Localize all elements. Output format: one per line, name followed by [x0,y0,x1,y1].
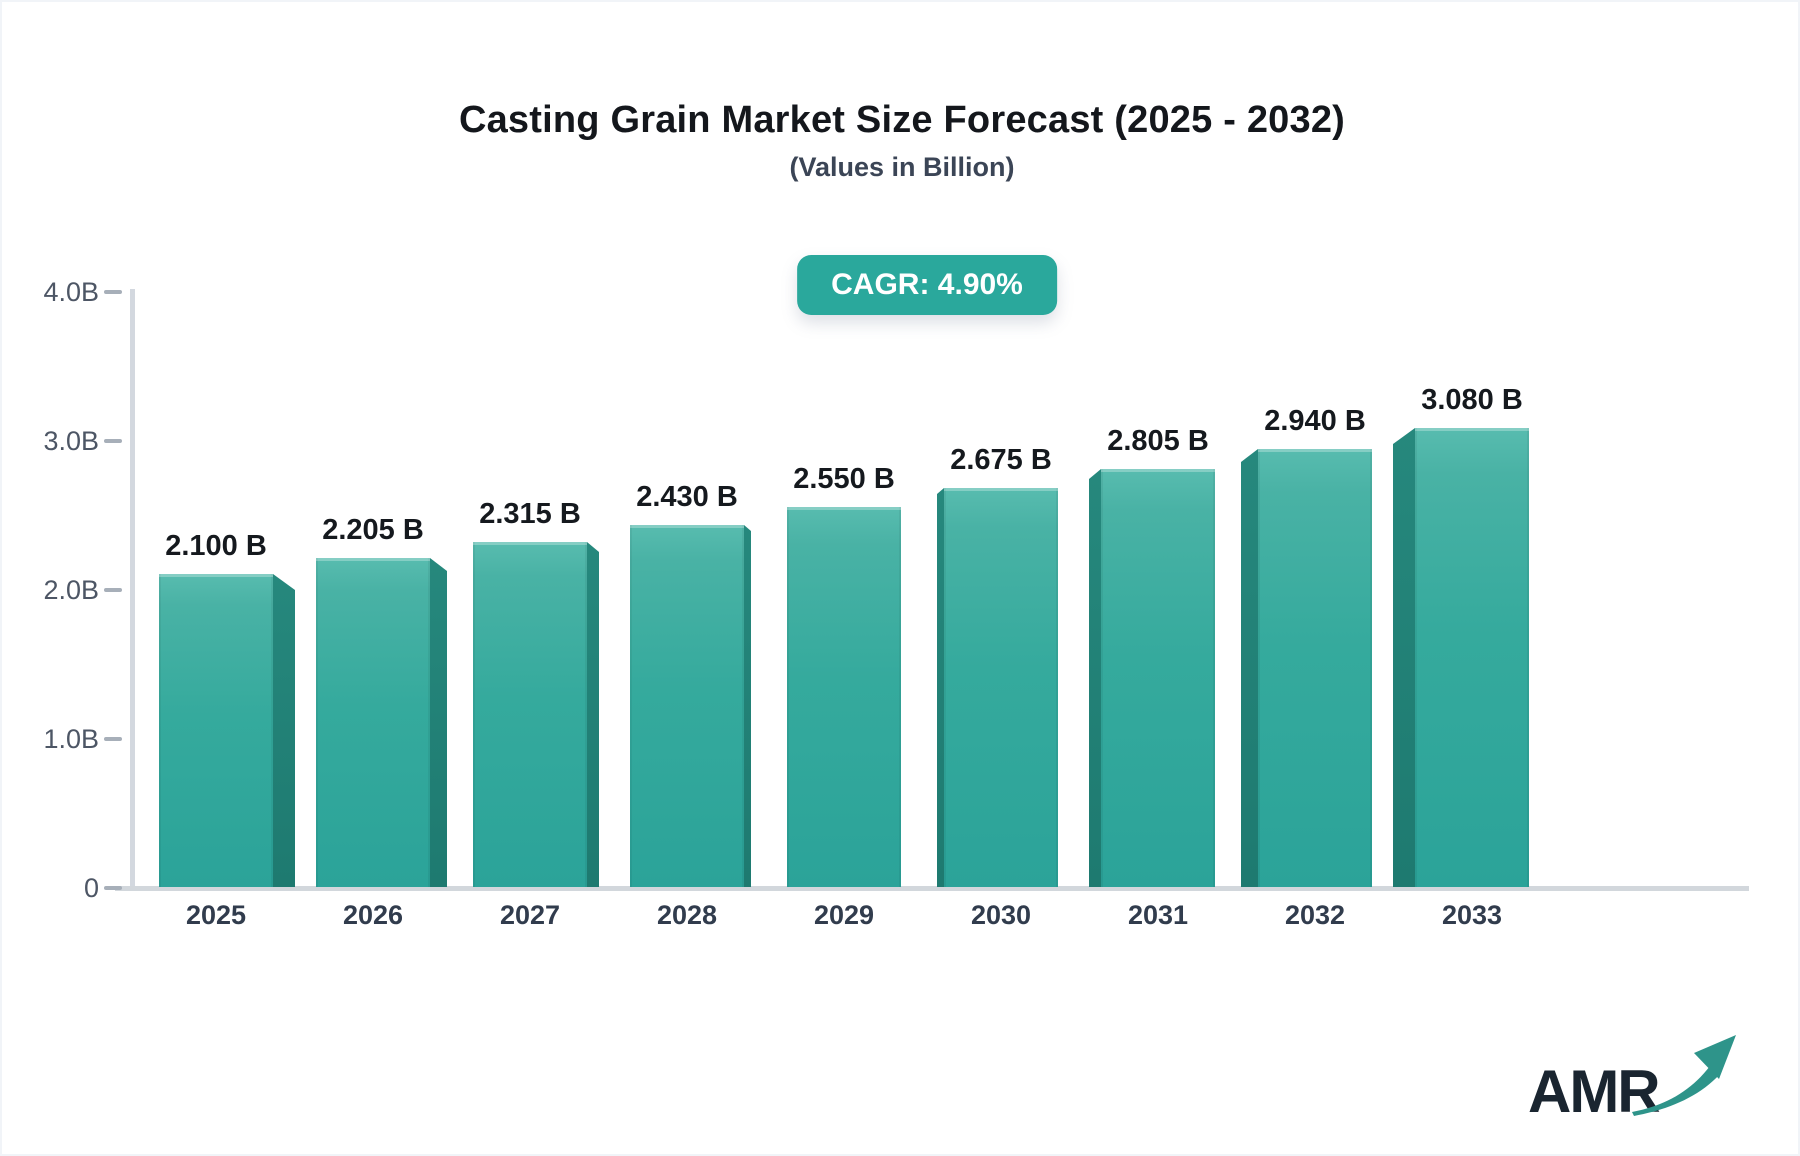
bar-value-label: 2.675 B [950,444,1052,476]
y-tick-label: 2.0B [43,575,99,605]
bar-value-label: 3.080 B [1421,384,1523,416]
y-tick-label: 0 [83,873,99,903]
bar-value-label: 2.805 B [1107,425,1209,457]
y-tick-label: 4.0B [43,277,99,307]
bar-value-label: 2.940 B [1264,405,1366,437]
bar-front-face [159,574,273,887]
bar-group [1089,469,1215,887]
bar-side-face [587,542,599,887]
bar-value-label: 2.430 B [636,481,738,513]
x-tick-label: 2027 [499,900,561,930]
y-tick-dash [104,290,122,294]
chart-title: Casting Grain Market Size Forecast (2025… [458,99,1346,141]
bar-group [787,507,901,887]
y-axis-line [130,289,135,890]
x-tick-label: 2032 [1284,900,1346,930]
growth-arrow-icon [1631,1035,1736,1116]
brand-logo: AMR [1528,1032,1741,1122]
y-tick-dash [104,737,122,741]
x-tick-label: 2031 [1127,900,1189,930]
y-tick-label: 3.0B [43,426,99,456]
bar-front-face [316,558,430,887]
y-tick-label: 1.0B [43,724,99,754]
bar-side-face [937,488,944,887]
bar-group [1241,449,1372,887]
bar-value-label: 2.205 B [322,514,424,546]
bar-group [1393,428,1529,887]
bar-front-face [1101,469,1215,887]
bar-side-face [430,558,447,887]
y-tick-dash [104,588,122,592]
bar-value-label: 2.100 B [165,530,267,562]
x-tick-label: 2030 [970,900,1032,930]
bar-side-face [273,574,295,887]
bar-side-face [1089,469,1101,887]
bar-front-face [630,525,744,887]
x-tick-label: 2028 [656,900,718,930]
bar-group [630,525,751,887]
y-tick-dash [104,439,122,443]
bar-front-face [787,507,901,887]
x-tick-label: 2025 [185,900,247,930]
bar-group [473,542,599,887]
bar-value-label: 2.550 B [793,463,895,495]
y-tick-dash [104,886,122,890]
bar-side-face [1241,449,1258,887]
bar-side-face [744,525,751,887]
bar-group [937,488,1058,887]
x-tick-label: 2033 [1441,900,1503,930]
x-tick-label: 2029 [813,900,875,930]
bar-front-face [1258,449,1372,887]
bar-front-face [473,542,587,887]
bar-front-face [944,488,1058,887]
bar-value-label: 2.315 B [479,498,581,530]
bar-side-face [1393,428,1415,887]
bar-front-face [1415,428,1529,887]
cagr-badge: CAGR: 4.90% [797,255,1057,315]
x-axis-baseline [115,886,1749,891]
x-tick-label: 2026 [342,900,404,930]
bar-group [159,574,295,887]
bar-group [316,558,447,887]
chart-subtitle: (Values in Billion) [789,152,1015,182]
